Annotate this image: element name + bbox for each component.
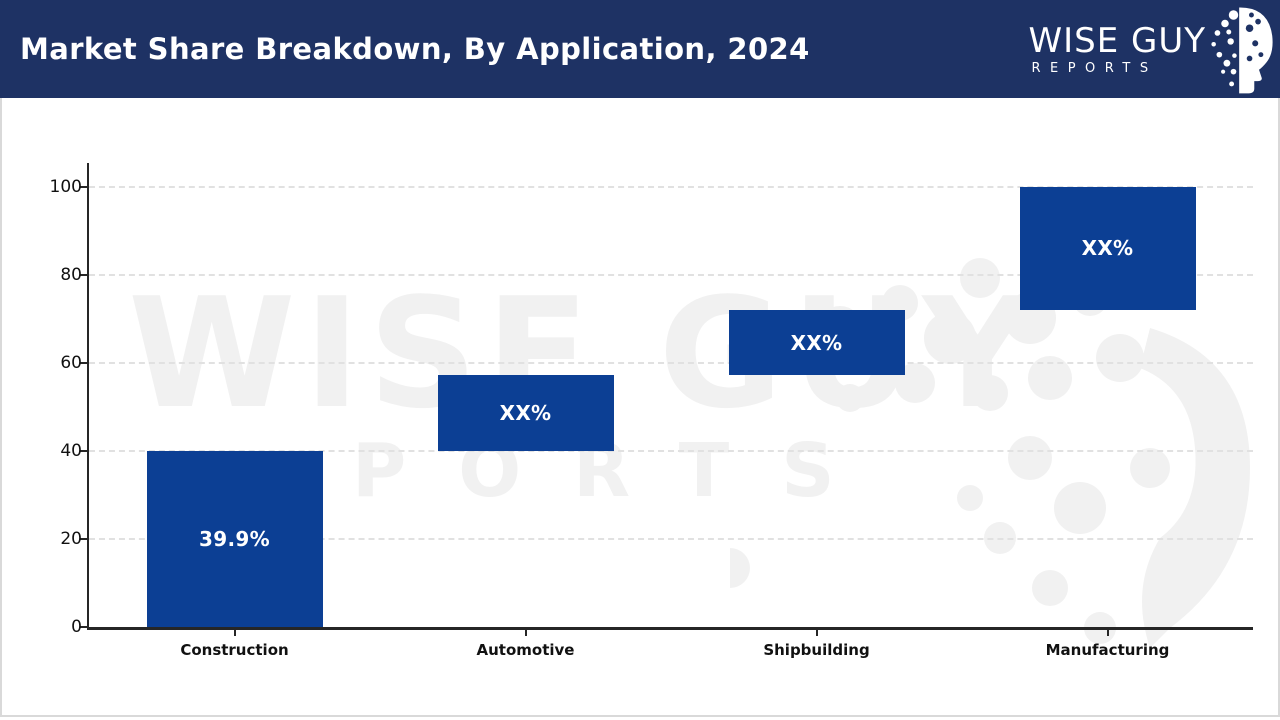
y-tick-label: 60	[60, 353, 82, 373]
y-tick-label: 80	[60, 265, 82, 285]
logo-subtitle: REPORTS	[1031, 60, 1158, 76]
logo-text: WISE GUY REPORTS	[1028, 24, 1206, 75]
page-title: Market Share Breakdown, By Application, …	[20, 32, 810, 66]
x-tick-mark	[233, 630, 236, 636]
x-tick-label: Shipbuilding	[763, 641, 870, 659]
x-tick-mark	[815, 630, 818, 636]
y-axis	[87, 163, 89, 630]
x-tick-mark	[1106, 630, 1109, 636]
y-tick-mark	[80, 626, 87, 628]
x-tick-label: Construction	[180, 641, 289, 659]
bar-value-label: XX%	[499, 401, 552, 426]
y-tick-mark	[80, 362, 87, 364]
logo-wordmark: WISE GUY	[1028, 20, 1206, 61]
bar-value-label: XX%	[1081, 236, 1134, 261]
bar-shipbuilding: XX%	[728, 309, 905, 376]
bar-value-label: 39.9%	[199, 527, 270, 552]
bar-manufacturing: XX%	[1019, 187, 1196, 310]
gridline	[89, 450, 1253, 452]
x-tick-mark	[524, 630, 527, 636]
gridline	[89, 186, 1253, 188]
bar-value-label: XX%	[790, 330, 843, 355]
y-tick-label: 100	[49, 177, 82, 197]
gridline	[89, 362, 1253, 364]
chart-canvas: WISE GUY PORTS 0 20 40 60 80 100 39.9%	[0, 98, 1280, 720]
y-tick-mark	[80, 538, 87, 540]
y-tick-mark	[80, 186, 87, 188]
wise-guy-logo: WISE GUY REPORTS	[1028, 0, 1280, 98]
gridline	[89, 538, 1253, 540]
y-tick-mark	[80, 274, 87, 276]
gridline	[89, 274, 1253, 276]
y-tick-label: 40	[60, 441, 82, 461]
bar-automotive: XX%	[437, 375, 614, 452]
y-tick-mark	[80, 450, 87, 452]
y-tick-label: 0	[71, 617, 82, 637]
bar-construction: 39.9%	[146, 451, 323, 627]
x-axis	[87, 627, 1253, 630]
wise-guy-face-icon	[1211, 7, 1273, 94]
x-tick-label: Automotive	[476, 641, 575, 659]
y-tick-label: 20	[60, 529, 82, 549]
header-bar: Market Share Breakdown, By Application, …	[0, 0, 1280, 98]
x-tick-label: Manufacturing	[1045, 641, 1170, 659]
